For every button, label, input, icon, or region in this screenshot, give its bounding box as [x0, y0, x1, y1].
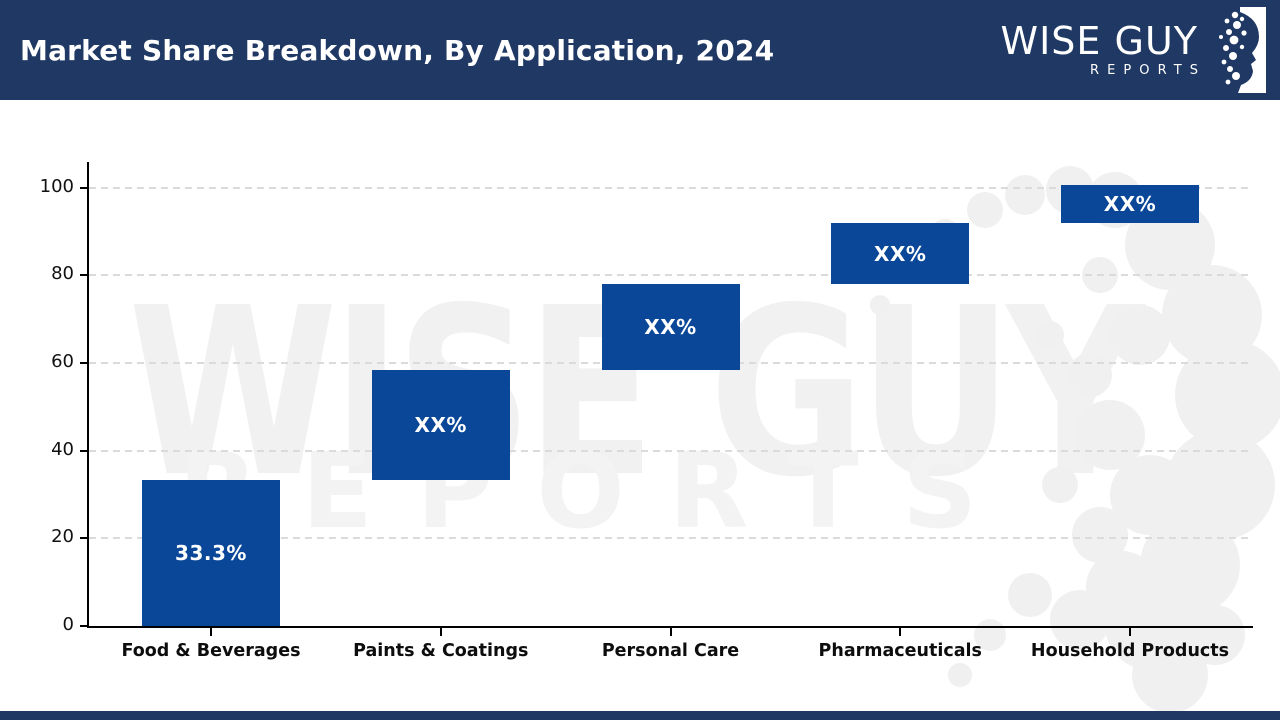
bar-food-beverages: 33.3%	[142, 479, 280, 626]
category-label-personal-care: Personal Care	[601, 641, 740, 661]
y-tick-mark-20	[80, 537, 88, 540]
watermark-face-icon	[870, 166, 1280, 711]
category-label-paints-coatings: Paints & Coatings	[353, 641, 529, 661]
y-tick-label-0: 0	[62, 614, 74, 635]
bar-personal-care: XX%	[601, 284, 740, 371]
gridline-40	[89, 449, 1253, 452]
y-tick-mark-100	[80, 186, 88, 189]
y-tick-label-20: 20	[51, 526, 74, 548]
bar-value-label-personal-care: XX%	[644, 315, 697, 340]
x-tick-mark-household-products	[1129, 628, 1131, 636]
bar-value-label-paints-coatings: XX%	[414, 413, 467, 438]
x-tick-mark-pharmaceuticals	[899, 628, 902, 636]
brand-text: WISE GUY REPORTS	[1000, 19, 1198, 78]
footer-bar	[0, 711, 1280, 720]
x-tick-mark-food-beverages	[210, 628, 212, 636]
header: Market Share Breakdown, By Application, …	[0, 0, 1280, 100]
brand-subtitle: REPORTS	[1090, 62, 1207, 78]
gridline-100	[89, 186, 1253, 189]
bar-value-label-food-beverages: 33.3%	[175, 540, 247, 565]
bar-paints-coatings: XX%	[371, 370, 510, 480]
chart-title: Market Share Breakdown, By Application, …	[20, 33, 775, 67]
chart-area: WISE GUY REPORTS 0 20 40 60 80 100 33.3% Food &…	[0, 100, 1280, 711]
y-tick-label-60: 60	[51, 350, 74, 372]
x-axis-line	[87, 626, 1253, 628]
y-tick-label-40: 40	[51, 438, 74, 460]
y-tick-mark-60	[80, 361, 88, 364]
category-label-food-beverages: Food & Beverages	[121, 641, 301, 661]
brand-face-icon	[1219, 7, 1266, 93]
y-axis-line	[87, 162, 89, 628]
y-tick-label-100: 100	[39, 175, 74, 197]
plot-area: 0 20 40 60 80 100 33.3% Food & Beverages XX% Pain…	[0, 100, 1280, 711]
y-tick-mark-40	[80, 449, 88, 452]
y-tick-mark-80	[80, 274, 88, 277]
gridline-80	[89, 274, 1253, 277]
brand-logo: WISE GUY REPORTS	[1001, 7, 1280, 93]
x-tick-mark-paints-coatings	[439, 628, 442, 636]
brand-name: WISE GUY	[1000, 19, 1198, 64]
category-label-pharmaceuticals: Pharmaceuticals	[818, 641, 982, 661]
bar-value-label-pharmaceuticals: XX%	[874, 241, 927, 266]
y-tick-mark-0	[80, 625, 88, 627]
bar-household-products: XX%	[1061, 185, 1199, 223]
x-tick-mark-personal-care	[669, 628, 672, 636]
category-label-household-products: Household Products	[1030, 641, 1230, 661]
y-tick-label-80: 80	[51, 263, 74, 285]
gridline-20	[89, 537, 1253, 540]
bar-value-label-household-products: XX%	[1103, 192, 1157, 217]
bar-pharmaceuticals: XX%	[831, 223, 970, 285]
